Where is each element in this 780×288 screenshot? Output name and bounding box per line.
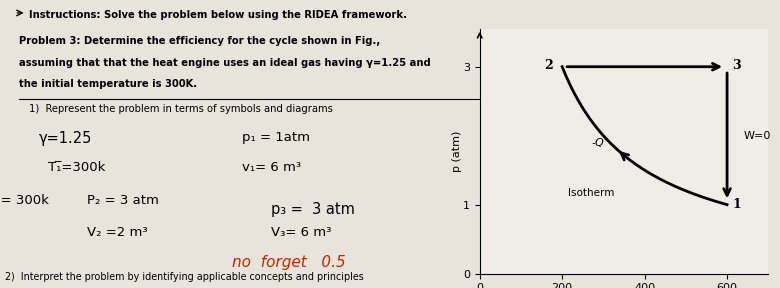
Text: assuming that that the heat engine uses an ideal gas having γ=1.25 and: assuming that that the heat engine uses … [20,58,431,68]
Text: p₁ = 1atm: p₁ = 1atm [242,131,310,144]
Text: 3: 3 [732,59,741,72]
Y-axis label: p (atm): p (atm) [452,130,462,172]
Text: 1: 1 [732,198,741,211]
Text: Isotherm: Isotherm [569,188,615,198]
Text: 1)  Represent the problem in terms of symbols and diagrams: 1) Represent the problem in terms of sym… [29,104,333,114]
Text: W=0: W=0 [743,131,771,141]
Text: t₂= 300k: t₂= 300k [0,194,49,207]
Text: 2)  Interpret the problem by identifying applicable concepts and principles: 2) Interpret the problem by identifying … [5,272,363,282]
Text: the initial temperature is 300K.: the initial temperature is 300K. [20,79,197,89]
Text: -Q: -Q [591,138,604,147]
Text: γ=1.25: γ=1.25 [39,131,92,146]
Text: p₃ =  3 atm: p₃ = 3 atm [271,202,355,217]
Text: T₁̅=300k: T₁̅=300k [48,161,106,174]
Text: no  forget   0.5: no forget 0.5 [232,255,346,270]
Text: P₂ = 3 atm: P₂ = 3 atm [87,194,159,207]
Text: V₃= 6 m³: V₃= 6 m³ [271,226,332,239]
Text: 2: 2 [544,59,553,72]
Text: V₂ =2 m³: V₂ =2 m³ [87,226,147,239]
Text: Instructions: Solve the problem below using the RIDEA framework.: Instructions: Solve the problem below us… [29,10,407,20]
Text: Problem 3: Determine the efficiency for the cycle shown in Fig.,: Problem 3: Determine the efficiency for … [20,36,381,46]
Text: v₁= 6 m³: v₁= 6 m³ [242,161,301,174]
